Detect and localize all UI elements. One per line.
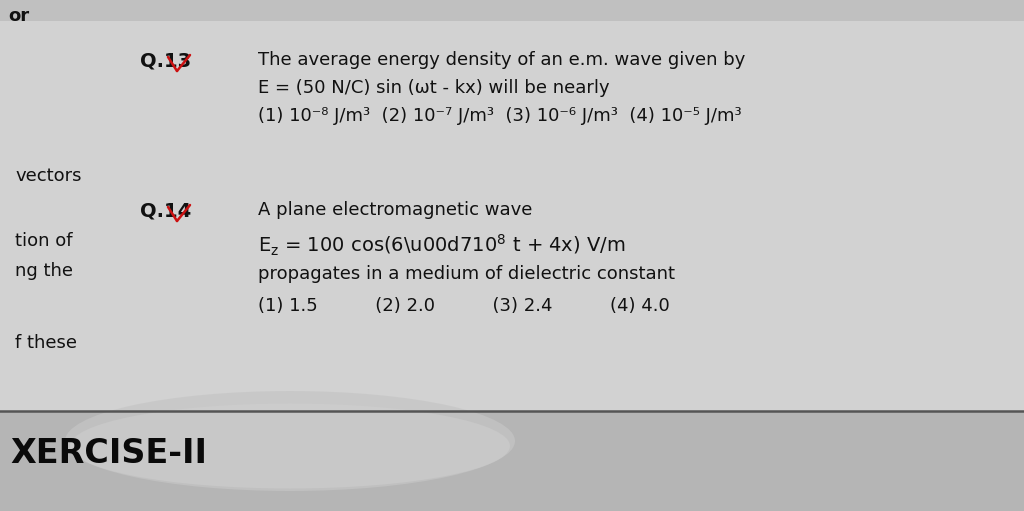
Bar <box>0 0 1024 411</box>
Text: ng the: ng the <box>15 262 73 280</box>
Text: or: or <box>8 7 29 25</box>
Bar <box>0 411 1024 511</box>
Text: A plane electromagnetic wave: A plane electromagnetic wave <box>258 201 532 219</box>
Text: (1) 10⁻⁸ J/m³  (2) 10⁻⁷ J/m³  (3) 10⁻⁶ J/m³  (4) 10⁻⁵ J/m³: (1) 10⁻⁸ J/m³ (2) 10⁻⁷ J/m³ (3) 10⁻⁶ J/m… <box>258 107 741 125</box>
Text: $\mathregular{E_z}$ = 100 cos(6\u00d710$^8$ t + 4x) V/m: $\mathregular{E_z}$ = 100 cos(6\u00d710$… <box>258 233 626 258</box>
Text: Q.13: Q.13 <box>140 51 191 70</box>
Bar <box>0 0 1024 21</box>
Text: f these: f these <box>15 334 77 352</box>
Text: vectors: vectors <box>15 167 82 185</box>
Ellipse shape <box>65 391 515 491</box>
Text: tion of: tion of <box>15 232 73 250</box>
Ellipse shape <box>70 404 510 489</box>
Text: (1) 1.5          (2) 2.0          (3) 2.4          (4) 4.0: (1) 1.5 (2) 2.0 (3) 2.4 (4) 4.0 <box>258 297 670 315</box>
Text: The average energy density of an e.m. wave given by: The average energy density of an e.m. wa… <box>258 51 745 69</box>
Text: Q.14: Q.14 <box>140 201 191 220</box>
Text: E = (50 N/C) sin (ωt - kx) will be nearly: E = (50 N/C) sin (ωt - kx) will be nearl… <box>258 79 609 97</box>
Text: XERCISE-II: XERCISE-II <box>10 436 207 470</box>
Text: propagates in a medium of dielectric constant: propagates in a medium of dielectric con… <box>258 265 675 283</box>
